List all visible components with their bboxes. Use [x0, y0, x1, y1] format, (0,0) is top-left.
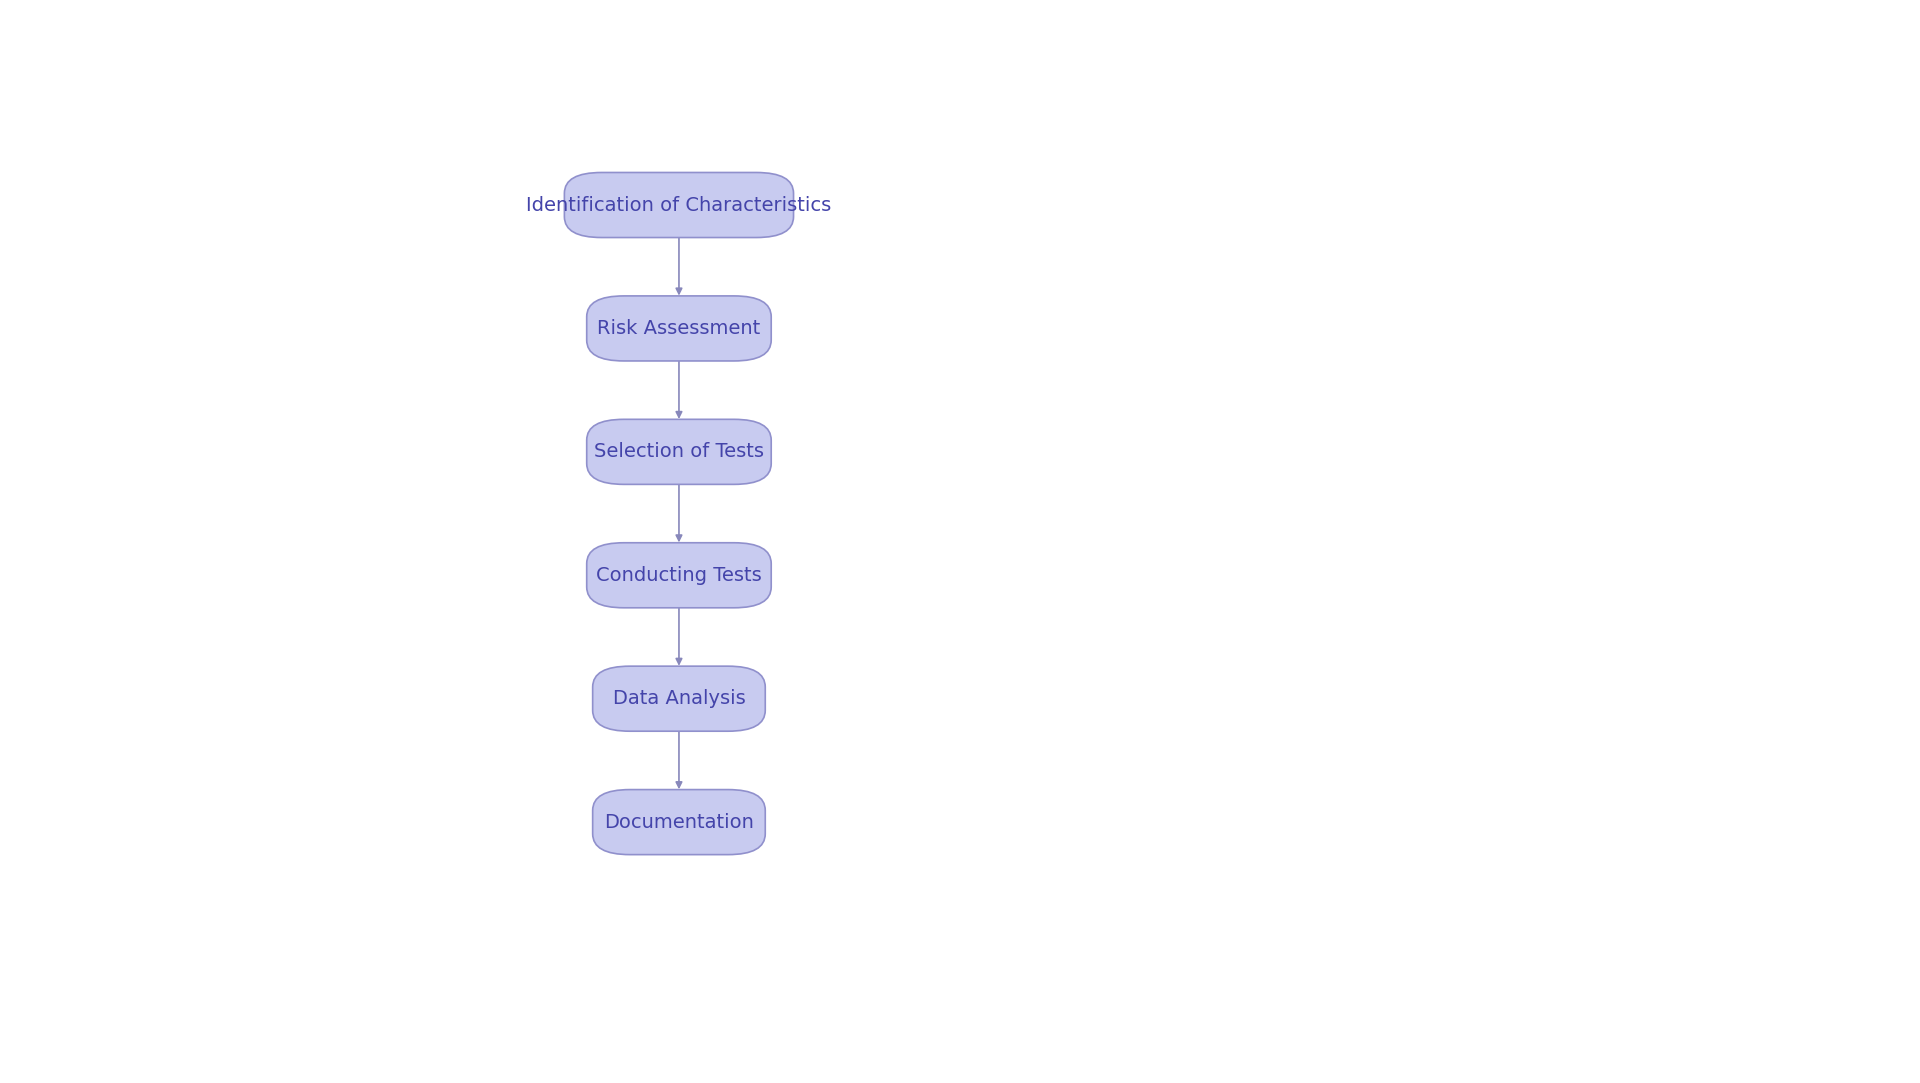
Text: Data Analysis: Data Analysis	[612, 689, 745, 708]
FancyBboxPatch shape	[588, 419, 772, 484]
Text: Selection of Tests: Selection of Tests	[593, 442, 764, 461]
FancyBboxPatch shape	[564, 172, 793, 237]
Text: Conducting Tests: Conducting Tests	[595, 565, 762, 585]
FancyBboxPatch shape	[588, 543, 772, 608]
FancyBboxPatch shape	[593, 666, 766, 731]
FancyBboxPatch shape	[588, 296, 772, 361]
Text: Documentation: Documentation	[605, 812, 755, 832]
FancyBboxPatch shape	[593, 790, 766, 854]
Text: Identification of Characteristics: Identification of Characteristics	[526, 196, 831, 214]
Text: Risk Assessment: Risk Assessment	[597, 318, 760, 338]
